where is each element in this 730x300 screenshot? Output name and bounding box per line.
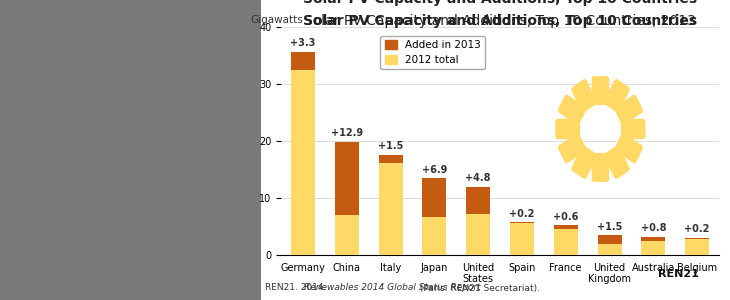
Text: REN21: REN21 <box>658 269 699 279</box>
Bar <box>422 178 446 218</box>
Text: +6.9: +6.9 <box>422 165 447 175</box>
Bar <box>597 235 621 244</box>
Bar <box>422 218 446 255</box>
Text: +1.5: +1.5 <box>597 222 622 232</box>
FancyBboxPatch shape <box>558 94 586 125</box>
Text: Solar PV Capacity and Additions, Top 10 Countries, 2013: Solar PV Capacity and Additions, Top 10 … <box>304 0 696 7</box>
Bar <box>378 155 403 163</box>
Text: +4.8: +4.8 <box>466 173 491 183</box>
Bar <box>641 237 666 241</box>
FancyBboxPatch shape <box>571 146 597 179</box>
Bar <box>466 214 491 255</box>
Text: +0.2: +0.2 <box>510 208 534 218</box>
FancyBboxPatch shape <box>558 133 586 164</box>
FancyBboxPatch shape <box>591 153 610 182</box>
Bar <box>553 229 578 255</box>
Text: +1.5: +1.5 <box>378 141 403 151</box>
FancyBboxPatch shape <box>620 119 645 139</box>
Text: +0.2: +0.2 <box>685 224 710 235</box>
Text: Gigawatts: Gigawatts <box>250 15 303 25</box>
Bar <box>641 241 666 255</box>
Text: +12.9: +12.9 <box>331 128 363 138</box>
FancyBboxPatch shape <box>591 76 610 105</box>
Bar <box>291 52 315 70</box>
Text: Solar PV Capacity and Additions, Top 10 Countries: Solar PV Capacity and Additions, Top 10 … <box>303 14 697 28</box>
Bar <box>291 70 315 255</box>
Bar <box>510 223 534 255</box>
FancyBboxPatch shape <box>571 79 597 112</box>
Bar <box>466 187 491 214</box>
Bar <box>510 222 534 223</box>
Bar <box>685 238 710 239</box>
Legend: Added in 2013, 2012 total: Added in 2013, 2012 total <box>380 36 485 69</box>
Text: +3.3: +3.3 <box>291 38 315 48</box>
Text: +0.6: +0.6 <box>553 212 578 222</box>
FancyBboxPatch shape <box>604 146 630 179</box>
Bar <box>597 244 621 255</box>
Text: +0.8: +0.8 <box>641 223 666 233</box>
FancyBboxPatch shape <box>615 94 643 125</box>
Bar <box>553 225 578 229</box>
Text: Renewables 2014 Global Status Report: Renewables 2014 Global Status Report <box>304 284 480 292</box>
Bar <box>378 163 403 255</box>
Text: Solar PV Capacity and Additions, Top 10 Countries: Solar PV Capacity and Additions, Top 10 … <box>303 0 697 7</box>
Text: REN21. 2014.: REN21. 2014. <box>265 284 329 292</box>
Bar <box>334 142 358 215</box>
FancyBboxPatch shape <box>604 79 630 112</box>
Text: Solar PV Capacity and Additions, Top 10 Countries, 2013: Solar PV Capacity and Additions, Top 10 … <box>304 14 696 28</box>
FancyBboxPatch shape <box>556 119 580 139</box>
Bar <box>334 215 358 255</box>
FancyBboxPatch shape <box>615 133 643 164</box>
Text: (Paris: REN21 Secretariat).: (Paris: REN21 Secretariat). <box>417 284 539 292</box>
Bar <box>685 239 710 255</box>
